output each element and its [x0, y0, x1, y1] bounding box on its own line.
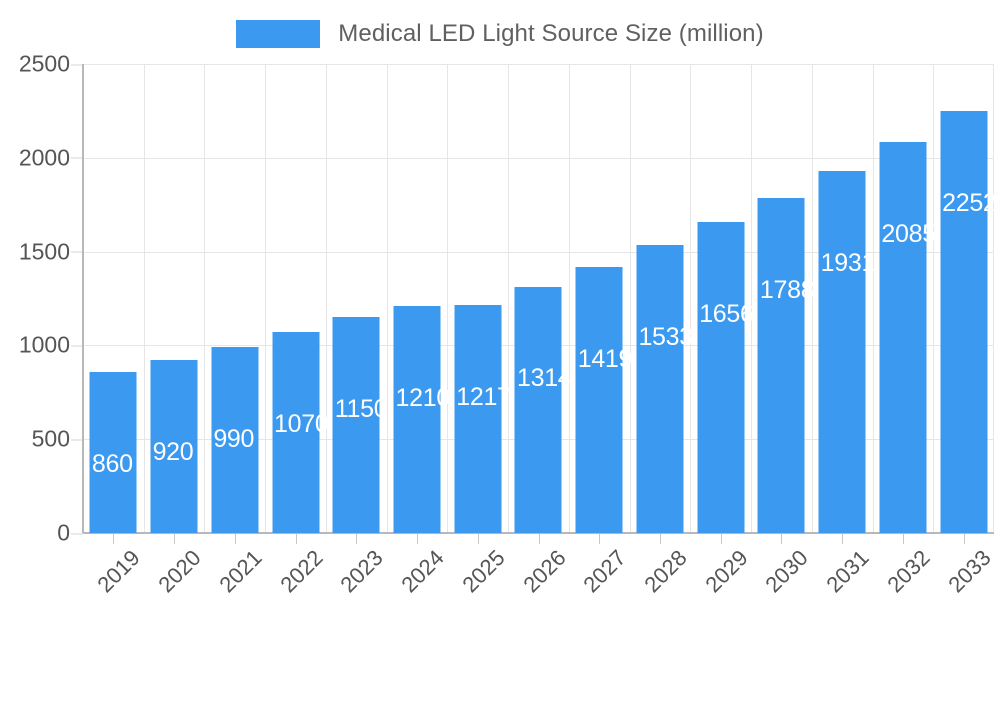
x-axis-tick-mark	[234, 534, 236, 544]
gridline-vertical	[873, 64, 874, 533]
bar-value-label: 1656	[699, 300, 754, 329]
x-axis-tick-mark	[295, 534, 297, 544]
bar-slot: 1533	[630, 64, 693, 533]
bar[interactable]	[272, 332, 320, 533]
x-axis-tick-mark	[417, 534, 419, 544]
y-axis-tick-label: 500	[0, 426, 83, 453]
x-axis-tick-mark	[963, 534, 965, 544]
bar[interactable]	[757, 197, 805, 533]
gridline-vertical	[387, 64, 388, 533]
x-axis-tick-mark	[659, 534, 661, 544]
x-axis-tick-mark	[113, 534, 115, 544]
bar[interactable]	[636, 245, 684, 533]
bar-value-label: 1419	[577, 344, 633, 373]
gridline-vertical	[326, 64, 327, 533]
bar-slot: 990	[204, 64, 265, 533]
bar-value-label: 1210	[395, 384, 451, 412]
bar-value-label: 2252	[942, 188, 997, 217]
bar-value-label: 1931	[820, 248, 876, 277]
bar[interactable]	[818, 170, 866, 533]
gridline-vertical	[508, 64, 509, 533]
y-axis-tick-mark	[71, 439, 83, 441]
bar-slot: 1931	[812, 64, 876, 533]
gridline-vertical	[569, 64, 570, 533]
y-axis-tick-label: 2500	[0, 51, 83, 78]
gridline-vertical	[690, 64, 691, 533]
y-axis-tick-mark	[71, 157, 83, 159]
plot-area: 860 920 990 1070 1150 1210 1217 1314 1419 1533 165…	[82, 64, 997, 534]
gridline-vertical	[265, 64, 266, 533]
y-axis-tick-mark	[71, 64, 83, 65]
x-axis-line	[83, 532, 994, 534]
bar-slot: 1656	[690, 64, 754, 533]
x-axis-tick-mark	[599, 534, 601, 544]
gridline-vertical	[204, 64, 205, 533]
gridline-vertical	[630, 64, 631, 533]
y-axis-tick-mark	[71, 251, 83, 253]
bar-slot: 1217	[447, 64, 511, 533]
x-axis-tick-mark	[720, 534, 722, 544]
x-axis-tick-mark	[538, 534, 540, 544]
bar-slot: 1070	[265, 64, 329, 533]
bar-value-label: 1314	[516, 364, 572, 393]
bar[interactable]	[211, 347, 259, 533]
bar-value-label: 1070	[274, 410, 329, 439]
legend-color-swatch	[236, 20, 321, 48]
plot-right-border	[993, 64, 994, 533]
y-axis-line	[82, 64, 84, 533]
bar-slot: 1788	[751, 64, 815, 533]
chart-legend: Medical LED Light Source Size (million)	[0, 14, 1000, 54]
bar-slot: 1419	[569, 64, 633, 533]
y-axis-tick-mark	[71, 533, 83, 534]
gridline-horizontal	[83, 251, 994, 253]
bar-value-label: 1533	[638, 323, 693, 352]
y-axis-tick-label: 1000	[0, 332, 83, 359]
bar-value-label: 860	[91, 449, 133, 478]
bar[interactable]	[940, 110, 988, 533]
bar-slot: 860	[83, 64, 144, 533]
gridline-horizontal	[83, 64, 994, 65]
gridline-vertical	[751, 64, 752, 533]
x-axis-tick-mark	[902, 534, 904, 544]
bar-value-label: 990	[213, 425, 255, 454]
gridline-horizontal	[83, 157, 994, 159]
y-axis-tick-label: 0	[0, 520, 83, 547]
x-axis-tick-mark	[477, 534, 479, 544]
bar[interactable]	[454, 304, 502, 533]
bar-value-label: 1150	[334, 395, 388, 424]
bar-slot: 1150	[326, 64, 388, 533]
gridline-vertical	[144, 64, 145, 533]
bar[interactable]	[332, 317, 380, 533]
bar[interactable]	[879, 141, 927, 533]
bar[interactable]	[514, 286, 562, 533]
gridline-vertical	[933, 64, 934, 533]
bar-value-label: 920	[152, 438, 194, 467]
legend-item[interactable]: Medical LED Light Source Size (million)	[236, 20, 764, 48]
gridline-vertical	[447, 64, 448, 533]
x-axis-tick-mark	[174, 534, 176, 544]
bar-slot: 1210	[387, 64, 451, 533]
bar-slot: 2252	[933, 64, 997, 533]
x-axis-tick-mark	[842, 534, 844, 544]
bar-chart: Medical LED Light Source Size (million) …	[0, 14, 1000, 598]
bar[interactable]	[697, 222, 745, 533]
bar-slot: 2085	[873, 64, 936, 533]
bar[interactable]	[150, 360, 198, 533]
bar[interactable]	[393, 306, 441, 533]
x-axis-tick-mark	[356, 534, 358, 544]
bar-value-label: 2085	[881, 219, 936, 248]
bar-slot: 1314	[508, 64, 572, 533]
bar-slot: 920	[144, 64, 205, 533]
x-axis-tick-mark	[781, 534, 783, 544]
bar[interactable]	[575, 266, 623, 533]
bar-value-label: 1217	[456, 382, 511, 411]
y-axis-tick-label: 1500	[0, 238, 83, 265]
bar-series: 860 920 990 1070 1150 1210 1217 1314 1419 1533 165…	[83, 64, 997, 533]
y-axis-tick-mark	[71, 345, 83, 347]
legend-label: Medical LED Light Source Size (million)	[338, 20, 764, 47]
bar-value-label: 1788	[759, 275, 815, 304]
gridline-vertical	[812, 64, 813, 533]
y-axis-tick-label: 2000	[0, 144, 83, 171]
bar[interactable]	[89, 371, 137, 533]
